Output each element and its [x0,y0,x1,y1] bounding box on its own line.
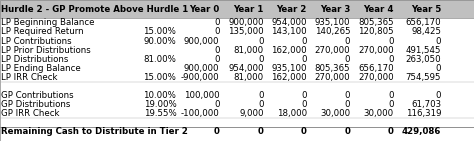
Text: 935,100: 935,100 [315,18,350,27]
Text: 0: 0 [258,55,264,64]
Text: 656,170: 656,170 [406,18,441,27]
Text: 143,100: 143,100 [271,27,307,37]
Text: 263,050: 263,050 [406,55,441,64]
Text: 18,000: 18,000 [276,109,307,118]
Text: 9,000: 9,000 [239,109,264,118]
Text: 140,265: 140,265 [315,27,350,37]
Text: 0: 0 [388,91,394,100]
Text: 100,000: 100,000 [184,91,219,100]
Text: 0: 0 [345,100,350,109]
Text: LP Contributions: LP Contributions [1,37,72,46]
Text: 15.00%: 15.00% [144,73,176,82]
Text: LP Prior Distributions: LP Prior Distributions [1,46,91,55]
Text: 120,805: 120,805 [358,27,394,37]
Text: GP Contributions: GP Contributions [1,91,74,100]
Text: 0: 0 [214,18,219,27]
Text: 0: 0 [258,127,264,136]
Text: 0: 0 [258,100,264,109]
FancyBboxPatch shape [0,0,474,18]
Text: Year 2: Year 2 [276,5,307,14]
Text: LP IRR Check: LP IRR Check [1,73,58,82]
Text: 754,595: 754,595 [406,73,441,82]
Text: Year 1: Year 1 [233,5,264,14]
Text: 270,000: 270,000 [315,46,350,55]
Text: 805,365: 805,365 [315,64,350,73]
Text: 81.00%: 81.00% [144,55,176,64]
Text: 656,170: 656,170 [358,64,394,73]
Text: 0: 0 [214,100,219,109]
Text: 0: 0 [301,100,307,109]
Text: Year 4: Year 4 [364,5,394,14]
Text: 19.55%: 19.55% [144,109,176,118]
Text: 81,000: 81,000 [233,73,264,82]
Text: 270,000: 270,000 [358,46,394,55]
Text: 954,000: 954,000 [228,64,264,73]
Text: 0: 0 [214,27,219,37]
Text: LP Required Return: LP Required Return [1,27,84,37]
Text: 90.00%: 90.00% [144,37,176,46]
Text: 0: 0 [301,127,307,136]
Text: 0: 0 [345,55,350,64]
Text: Year 3: Year 3 [320,5,350,14]
Text: 491,545: 491,545 [406,46,441,55]
Text: 0: 0 [214,46,219,55]
Text: 61,703: 61,703 [411,100,441,109]
Text: 0: 0 [436,64,441,73]
Text: 0: 0 [258,37,264,46]
Text: 15.00%: 15.00% [144,27,176,37]
Text: 270,000: 270,000 [315,73,350,82]
Text: 162,000: 162,000 [271,46,307,55]
Text: 116,319: 116,319 [406,109,441,118]
Text: 0: 0 [388,100,394,109]
Text: 0: 0 [214,127,219,136]
Text: Year 0: Year 0 [189,5,219,14]
Text: Remaining Cash to Distribute in Tier 2: Remaining Cash to Distribute in Tier 2 [1,127,188,136]
Text: 270,000: 270,000 [358,73,394,82]
Text: 0: 0 [301,55,307,64]
Text: LP Distributions: LP Distributions [1,55,69,64]
Text: 0: 0 [436,91,441,100]
Text: GP Distributions: GP Distributions [1,100,71,109]
Text: 954,000: 954,000 [271,18,307,27]
Text: LP Beginning Balance: LP Beginning Balance [1,18,95,27]
Text: Year 5: Year 5 [411,5,441,14]
Text: 81,000: 81,000 [233,46,264,55]
Text: 19.00%: 19.00% [144,100,176,109]
Text: 0: 0 [258,91,264,100]
Text: 429,086: 429,086 [402,127,441,136]
Text: 98,425: 98,425 [411,27,441,37]
Text: 0: 0 [345,91,350,100]
Text: 162,000: 162,000 [271,73,307,82]
Text: 900,000: 900,000 [184,37,219,46]
Text: 0: 0 [388,55,394,64]
Text: 30,000: 30,000 [320,109,350,118]
Text: 900,000: 900,000 [228,18,264,27]
Text: 135,000: 135,000 [228,27,264,37]
Text: 900,000: 900,000 [184,64,219,73]
Text: Hurdle 2 - GP Promote Above Hurdle 1: Hurdle 2 - GP Promote Above Hurdle 1 [1,5,189,14]
Text: 10.00%: 10.00% [144,91,176,100]
Text: 0: 0 [436,37,441,46]
Text: -100,000: -100,000 [181,109,219,118]
Text: GP IRR Check: GP IRR Check [1,109,60,118]
Text: 0: 0 [388,37,394,46]
Text: 0: 0 [301,91,307,100]
Text: 0: 0 [345,127,350,136]
Text: 0: 0 [388,127,394,136]
Text: -900,000: -900,000 [181,73,219,82]
Text: 935,100: 935,100 [271,64,307,73]
Text: 805,365: 805,365 [358,18,394,27]
Text: 30,000: 30,000 [364,109,394,118]
Text: LP Ending Balance: LP Ending Balance [1,64,81,73]
Text: 0: 0 [301,37,307,46]
Text: 0: 0 [345,37,350,46]
Text: 0: 0 [214,55,219,64]
